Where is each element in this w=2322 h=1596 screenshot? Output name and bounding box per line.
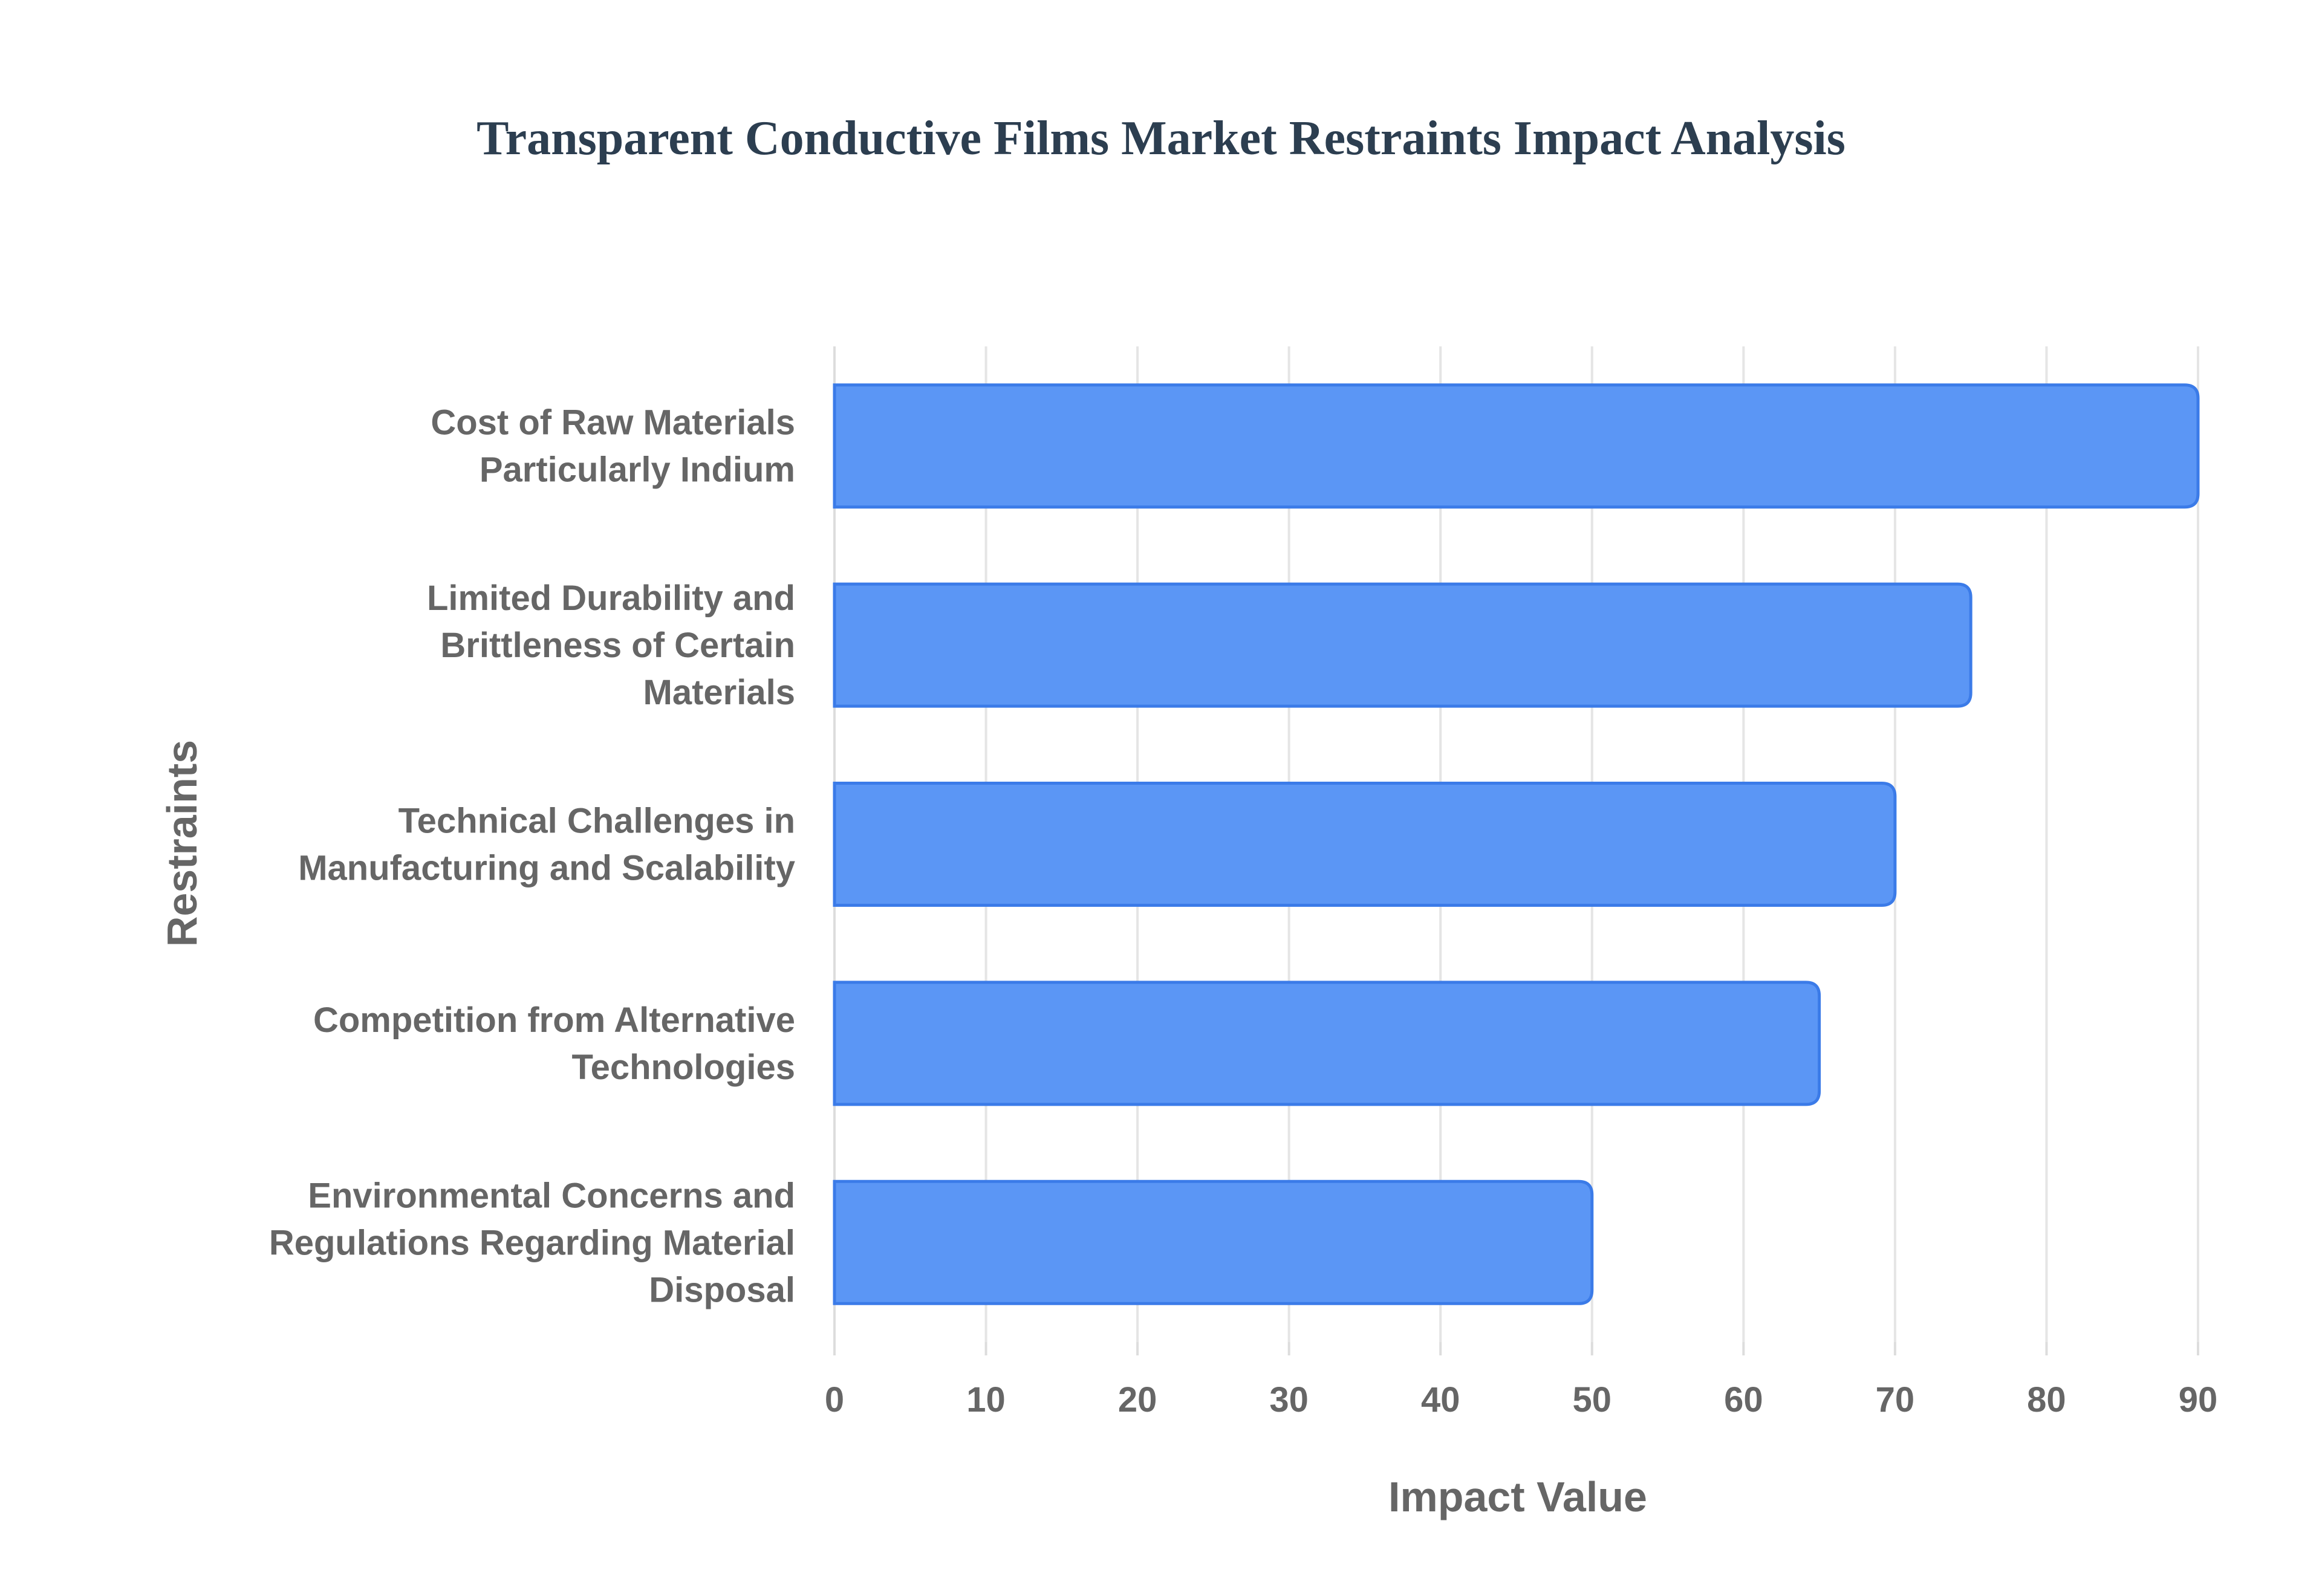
tick-label-70: 70: [1876, 1380, 1915, 1419]
x-axis-title: Impact Value: [1388, 1473, 1647, 1520]
category-label-line: Technologies: [571, 1048, 795, 1087]
category-label-line: Limited Durability and: [427, 579, 795, 618]
bar-4: [833, 981, 1821, 1106]
tick-label-80: 80: [2027, 1380, 2066, 1419]
bar-2: [833, 582, 1972, 708]
category-label-line: Brittleness of Certain: [440, 626, 795, 665]
category-label-3: Technical Challenges in Manufacturing and…: [298, 802, 795, 888]
bars: [833, 383, 2200, 1305]
tick-label-50: 50: [1573, 1380, 1612, 1419]
category-label-line: Manufacturing and Scalability: [298, 849, 795, 888]
category-label-line: Cost of Raw Materials: [431, 403, 795, 443]
bar-1: [833, 383, 2200, 509]
y-axis-title: Restraints: [158, 740, 206, 947]
tick-label-40: 40: [1421, 1380, 1460, 1419]
category-label-line: Materials: [643, 673, 795, 712]
category-label-line: Environmental Concerns and: [308, 1176, 795, 1215]
category-label-line: Competition from Alternative: [313, 1001, 795, 1040]
category-label-line: Technical Challenges in: [398, 802, 795, 841]
category-label-2: Limited Durability and Brittleness of Cer…: [427, 579, 795, 712]
category-labels: Cost of Raw Materials Particularly Indium…: [269, 403, 795, 1310]
category-label-line: Particularly Indium: [480, 450, 795, 490]
bar-3: [833, 782, 1897, 907]
category-label-line: Disposal: [649, 1270, 795, 1309]
chart-title: Transparent Conductive Films Market Rest…: [476, 112, 1846, 165]
tick-label-90: 90: [2179, 1380, 2218, 1419]
tick-label-60: 60: [1724, 1380, 1763, 1419]
tick-label-20: 20: [1118, 1380, 1157, 1419]
tick-label-10: 10: [966, 1380, 1006, 1419]
category-label-5: Environmental Concerns and Regulations Re…: [269, 1176, 795, 1309]
category-label-line: Regulations Regarding Material: [269, 1223, 795, 1262]
category-label-4: Competition from Alternative Technologies: [313, 1001, 795, 1087]
tick-label-0: 0: [825, 1380, 844, 1419]
category-label-1: Cost of Raw Materials Particularly Indium: [431, 403, 795, 490]
x-axis-ticks: 0 10 20 30 40 50 60 70 80 90: [825, 1342, 2217, 1419]
bar-5: [833, 1179, 1594, 1305]
tick-label-30: 30: [1269, 1380, 1309, 1419]
